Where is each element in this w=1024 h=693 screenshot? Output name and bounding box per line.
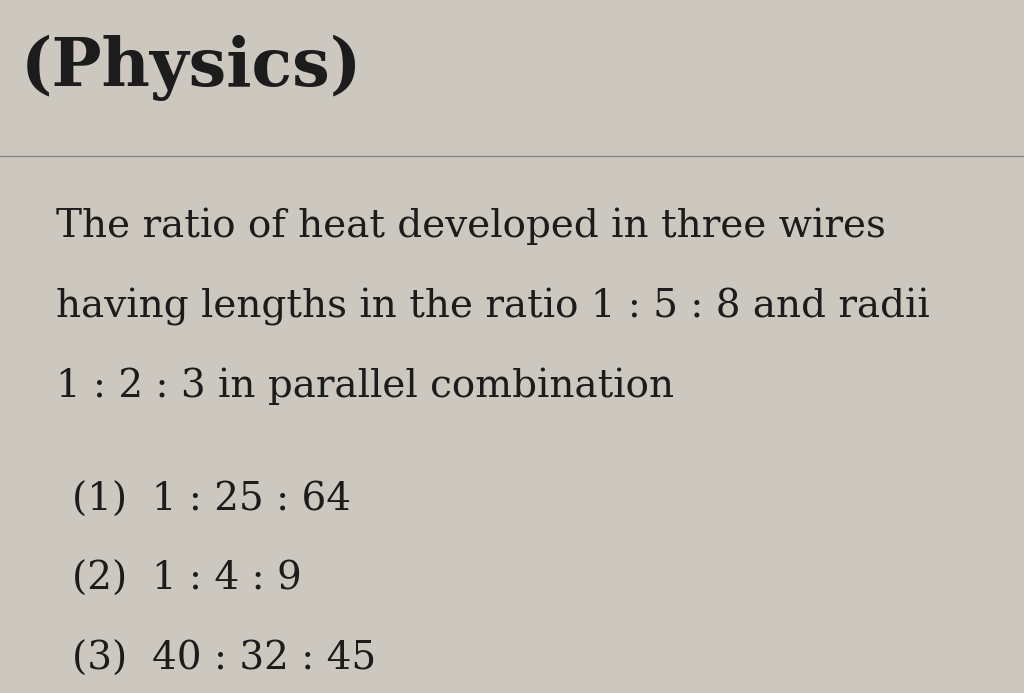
Text: (2)  1 : 4 : 9: (2) 1 : 4 : 9 bbox=[72, 561, 301, 598]
Text: 1 : 2 : 3 in parallel combination: 1 : 2 : 3 in parallel combination bbox=[56, 367, 675, 405]
Text: (3)  40 : 32 : 45: (3) 40 : 32 : 45 bbox=[72, 641, 376, 678]
Text: The ratio of heat developed in three wires: The ratio of heat developed in three wir… bbox=[56, 208, 886, 245]
Text: (Physics): (Physics) bbox=[20, 35, 361, 101]
Text: (1)  1 : 25 : 64: (1) 1 : 25 : 64 bbox=[72, 482, 351, 518]
Text: having lengths in the ratio 1 : 5 : 8 and radii: having lengths in the ratio 1 : 5 : 8 an… bbox=[56, 288, 930, 326]
